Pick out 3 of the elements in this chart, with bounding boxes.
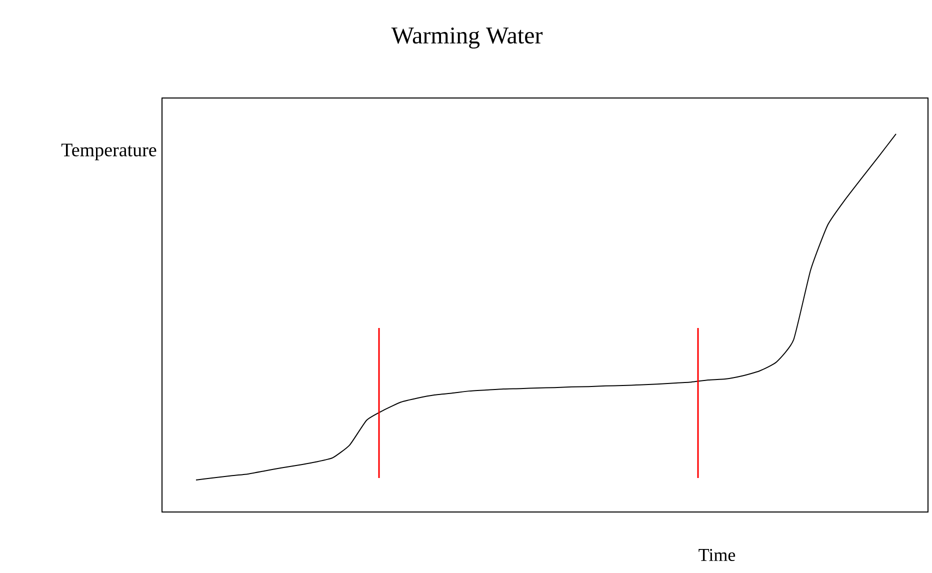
chart-title: Warming Water (391, 27, 543, 49)
x-axis-title: Time (698, 548, 736, 562)
y-axis-title: Temperature (61, 144, 156, 160)
